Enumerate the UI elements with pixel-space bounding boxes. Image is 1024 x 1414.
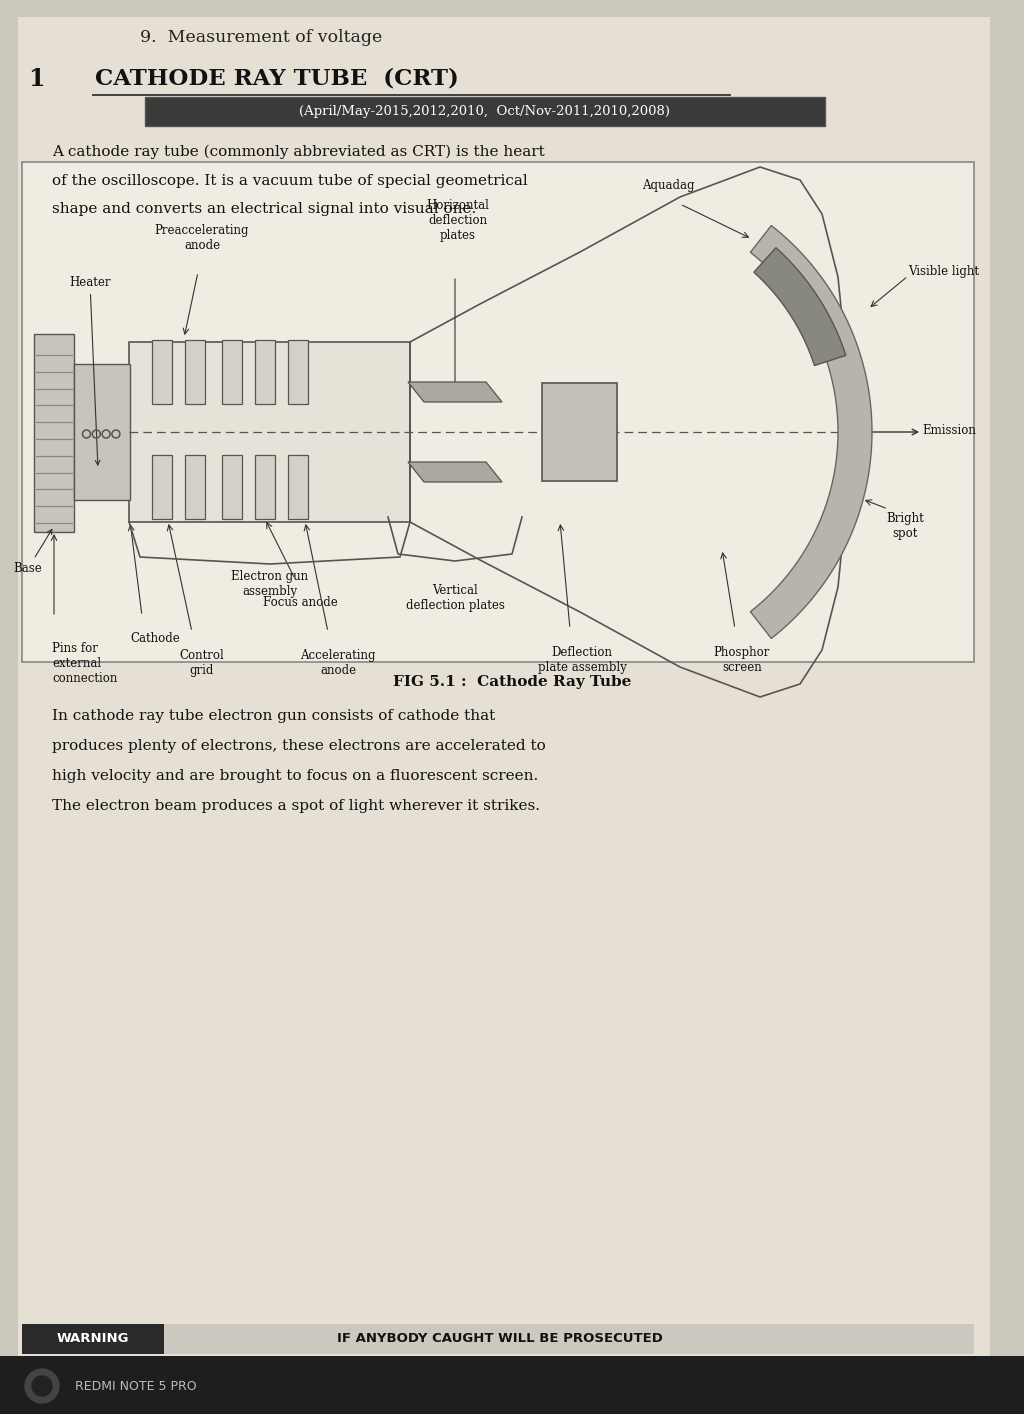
Text: REDMI NOTE 5 PRO: REDMI NOTE 5 PRO xyxy=(75,1380,197,1393)
Bar xyxy=(74,363,130,501)
Bar xyxy=(22,163,974,662)
Circle shape xyxy=(25,1369,59,1403)
Bar xyxy=(542,383,617,481)
Text: Vertical
deflection plates: Vertical deflection plates xyxy=(406,584,505,612)
Text: Visible light: Visible light xyxy=(908,266,979,279)
Text: Pins for
external
connection: Pins for external connection xyxy=(52,642,118,684)
Bar xyxy=(145,98,825,126)
Polygon shape xyxy=(408,462,502,482)
Bar xyxy=(0,1356,1024,1414)
Text: Base: Base xyxy=(13,529,52,575)
Text: Aquadag: Aquadag xyxy=(642,180,694,192)
Bar xyxy=(222,339,242,404)
Bar xyxy=(22,1324,974,1355)
Bar xyxy=(288,339,308,404)
Text: high velocity and are brought to focus on a fluorescent screen.: high velocity and are brought to focus o… xyxy=(52,769,539,783)
Text: Heater: Heater xyxy=(70,276,111,465)
Text: Emission: Emission xyxy=(922,424,976,437)
Text: 1: 1 xyxy=(28,66,44,90)
Bar xyxy=(255,455,275,519)
Text: Bright
spot: Bright spot xyxy=(886,512,924,540)
Text: Preaccelerating
anode: Preaccelerating anode xyxy=(155,223,249,252)
Text: The electron beam produces a spot of light wherever it strikes.: The electron beam produces a spot of lig… xyxy=(52,799,540,813)
Text: 9.  Measurement of voltage: 9. Measurement of voltage xyxy=(140,30,382,47)
Text: Accelerating
anode: Accelerating anode xyxy=(300,649,376,677)
Text: (April/May-2015,2012,2010,  Oct/Nov-2011,2010,2008): (April/May-2015,2012,2010, Oct/Nov-2011,… xyxy=(299,105,671,117)
Polygon shape xyxy=(408,382,502,402)
Text: IF ANYBODY CAUGHT WILL BE PROSECUTED: IF ANYBODY CAUGHT WILL BE PROSECUTED xyxy=(337,1332,663,1346)
Polygon shape xyxy=(751,226,872,639)
Bar xyxy=(288,455,308,519)
Text: CATHODE RAY TUBE  (CRT): CATHODE RAY TUBE (CRT) xyxy=(95,68,459,90)
Bar xyxy=(152,455,172,519)
Text: shape and converts an electrical signal into visual one.: shape and converts an electrical signal … xyxy=(52,202,476,216)
Text: Focus anode: Focus anode xyxy=(262,595,337,609)
Text: WARNING: WARNING xyxy=(56,1332,129,1346)
Text: Electron gun
assembly: Electron gun assembly xyxy=(231,570,308,598)
Bar xyxy=(222,455,242,519)
Text: Phosphor
screen: Phosphor screen xyxy=(714,646,770,674)
Text: In cathode ray tube electron gun consists of cathode that: In cathode ray tube electron gun consist… xyxy=(52,708,496,723)
Text: Horizontal
deflection
plates: Horizontal deflection plates xyxy=(427,199,489,242)
Text: of the oscilloscope. It is a vacuum tube of special geometrical: of the oscilloscope. It is a vacuum tube… xyxy=(52,174,527,188)
Bar xyxy=(129,342,410,522)
Bar xyxy=(34,334,74,532)
Text: Cathode: Cathode xyxy=(130,632,180,645)
Bar xyxy=(255,339,275,404)
Text: Control
grid: Control grid xyxy=(179,649,224,677)
Bar xyxy=(22,1324,164,1355)
Bar xyxy=(185,455,205,519)
Bar xyxy=(152,339,172,404)
Text: produces plenty of electrons, these electrons are accelerated to: produces plenty of electrons, these elec… xyxy=(52,740,546,754)
Bar xyxy=(185,339,205,404)
Text: Deflection
plate assembly: Deflection plate assembly xyxy=(538,646,627,674)
Circle shape xyxy=(32,1376,52,1396)
Text: FIG 5.1 :  Cathode Ray Tube: FIG 5.1 : Cathode Ray Tube xyxy=(393,674,631,689)
Polygon shape xyxy=(754,247,846,366)
Text: A cathode ray tube (commonly abbreviated as CRT) is the heart: A cathode ray tube (commonly abbreviated… xyxy=(52,144,545,160)
